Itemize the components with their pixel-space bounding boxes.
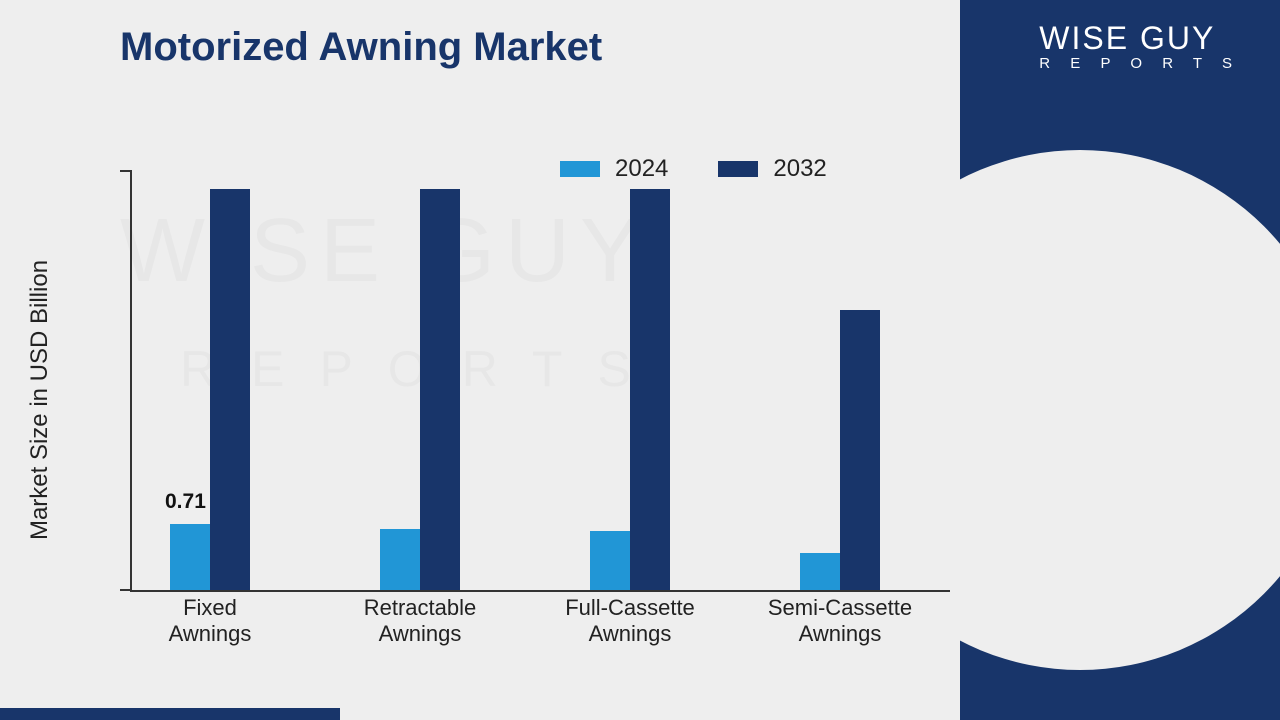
- data-label-0: 0.71: [165, 490, 206, 514]
- y-tick: [120, 170, 130, 172]
- bar-2032: [210, 189, 250, 590]
- bar-2024: [800, 553, 840, 590]
- y-axis-label: Market Size in USD Billion: [26, 260, 54, 540]
- bar-group: [380, 189, 460, 590]
- brand-logo: WISE GUY R E P O R T S: [1039, 20, 1240, 72]
- x-axis-line: [130, 590, 950, 592]
- bar-group: [800, 310, 880, 590]
- y-axis-line: [130, 170, 132, 590]
- bar-2032: [420, 189, 460, 590]
- x-axis-label: Semi-CassetteAwnings: [750, 595, 930, 648]
- bar-2024: [380, 529, 420, 590]
- page-title: Motorized Awning Market: [120, 25, 602, 70]
- bar-2032: [840, 310, 880, 590]
- x-axis-label: Full-CassetteAwnings: [540, 595, 720, 648]
- bar-2024: [170, 524, 210, 590]
- bottom-accent-bar: [0, 708, 340, 720]
- bar-2032: [630, 189, 670, 590]
- bar-2024: [590, 531, 630, 590]
- y-tick: [120, 589, 130, 591]
- logo-main-text: WISE GUY: [1039, 20, 1240, 57]
- bar-group: [170, 189, 250, 590]
- x-axis-label: FixedAwnings: [120, 595, 300, 648]
- logo-sub-text: R E P O R T S: [1039, 55, 1240, 72]
- bar-group: [590, 189, 670, 590]
- chart-area: Market Size in USD Billion FixedAwningsR…: [70, 170, 950, 630]
- x-axis-label: RetractableAwnings: [330, 595, 510, 648]
